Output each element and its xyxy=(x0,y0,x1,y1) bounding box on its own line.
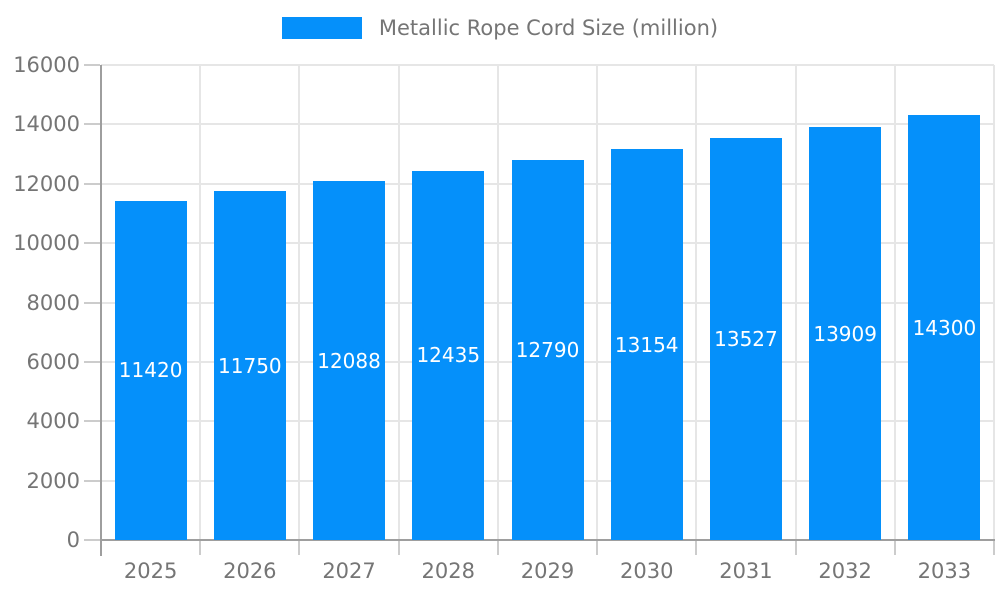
y-axis-label: 14000 xyxy=(13,112,80,137)
bar-2026[interactable]: 11750 xyxy=(213,191,286,540)
y-axis-label: 6000 xyxy=(26,349,80,374)
gridline-vertical xyxy=(893,65,896,540)
y-axis-label: 4000 xyxy=(26,409,80,434)
y-axis-tick xyxy=(84,301,100,304)
y-axis-tick xyxy=(84,242,100,245)
bar-value-label: 13527 xyxy=(714,327,778,352)
gridline-vertical xyxy=(993,65,995,540)
bar-2033[interactable]: 14300 xyxy=(908,115,981,540)
bar-value-label: 12088 xyxy=(317,348,381,373)
x-axis-label: 2025 xyxy=(123,559,178,583)
gridline-vertical xyxy=(695,65,698,540)
x-axis-tick xyxy=(695,540,698,555)
gridline-vertical xyxy=(596,65,599,540)
x-axis-label: 2033 xyxy=(917,559,972,583)
gridline-vertical xyxy=(199,65,202,540)
gridline-vertical xyxy=(794,65,797,540)
gridline-horizontal xyxy=(101,123,994,126)
x-axis-label: 2031 xyxy=(719,559,773,583)
legend-swatch xyxy=(281,17,362,39)
bar-value-label: 13909 xyxy=(813,321,877,346)
bar-2031[interactable]: 13527 xyxy=(709,138,782,540)
x-axis-line xyxy=(100,539,995,541)
y-axis-label: 10000 xyxy=(13,231,80,256)
y-axis-tick xyxy=(84,420,100,423)
bar-2028[interactable]: 12435 xyxy=(412,170,485,540)
y-axis-tick xyxy=(84,123,100,126)
x-axis-label: 2026 xyxy=(223,559,277,583)
bar-value-label: 11750 xyxy=(218,353,282,378)
x-axis-label: 2032 xyxy=(818,559,872,583)
y-axis-tick xyxy=(84,182,100,185)
x-axis-tick xyxy=(893,540,896,555)
bar-2029[interactable]: 12790 xyxy=(511,160,584,540)
x-axis-tick xyxy=(496,540,499,555)
y-axis-tick xyxy=(84,360,100,363)
x-axis-label: 2030 xyxy=(619,559,674,583)
y-axis-label: 16000 xyxy=(13,53,80,77)
y-axis-label: 2000 xyxy=(26,468,80,493)
y-axis-label: 0 xyxy=(66,528,80,552)
bar-value-label: 14300 xyxy=(912,315,977,340)
legend-label: Metallic Rope Cord Size (million) xyxy=(378,16,719,40)
y-axis-tick xyxy=(84,539,100,541)
bar-2030[interactable]: 13154 xyxy=(610,149,683,540)
bar-value-label: 12435 xyxy=(416,343,481,368)
gridline-horizontal xyxy=(101,64,994,66)
bar-value-label: 13154 xyxy=(614,332,679,357)
y-axis-tick xyxy=(84,64,100,66)
bar-2027[interactable]: 12088 xyxy=(313,181,386,540)
x-axis-tick xyxy=(993,540,995,555)
y-axis-label: 8000 xyxy=(26,290,80,315)
bar-value-label: 11420 xyxy=(118,358,183,383)
bar-2032[interactable]: 13909 xyxy=(809,127,882,540)
bar-value-label: 12790 xyxy=(515,338,580,363)
y-axis-line xyxy=(100,65,102,556)
x-axis-tick xyxy=(298,540,301,555)
x-axis-tick xyxy=(596,540,599,555)
gridline-vertical xyxy=(397,65,400,540)
y-axis-tick xyxy=(84,479,100,482)
x-axis-label: 2028 xyxy=(421,559,475,583)
x-axis-tick xyxy=(199,540,202,555)
x-axis-label: 2027 xyxy=(322,559,376,583)
bar-2025[interactable]: 11420 xyxy=(114,200,187,540)
x-axis-label: 2029 xyxy=(520,559,575,583)
y-axis-label: 12000 xyxy=(13,171,80,196)
x-axis-tick xyxy=(794,540,797,555)
gridline-vertical xyxy=(496,65,499,540)
x-axis-tick xyxy=(397,540,400,555)
legend[interactable]: Metallic Rope Cord Size (million) xyxy=(0,16,1000,40)
gridline-vertical xyxy=(298,65,301,540)
